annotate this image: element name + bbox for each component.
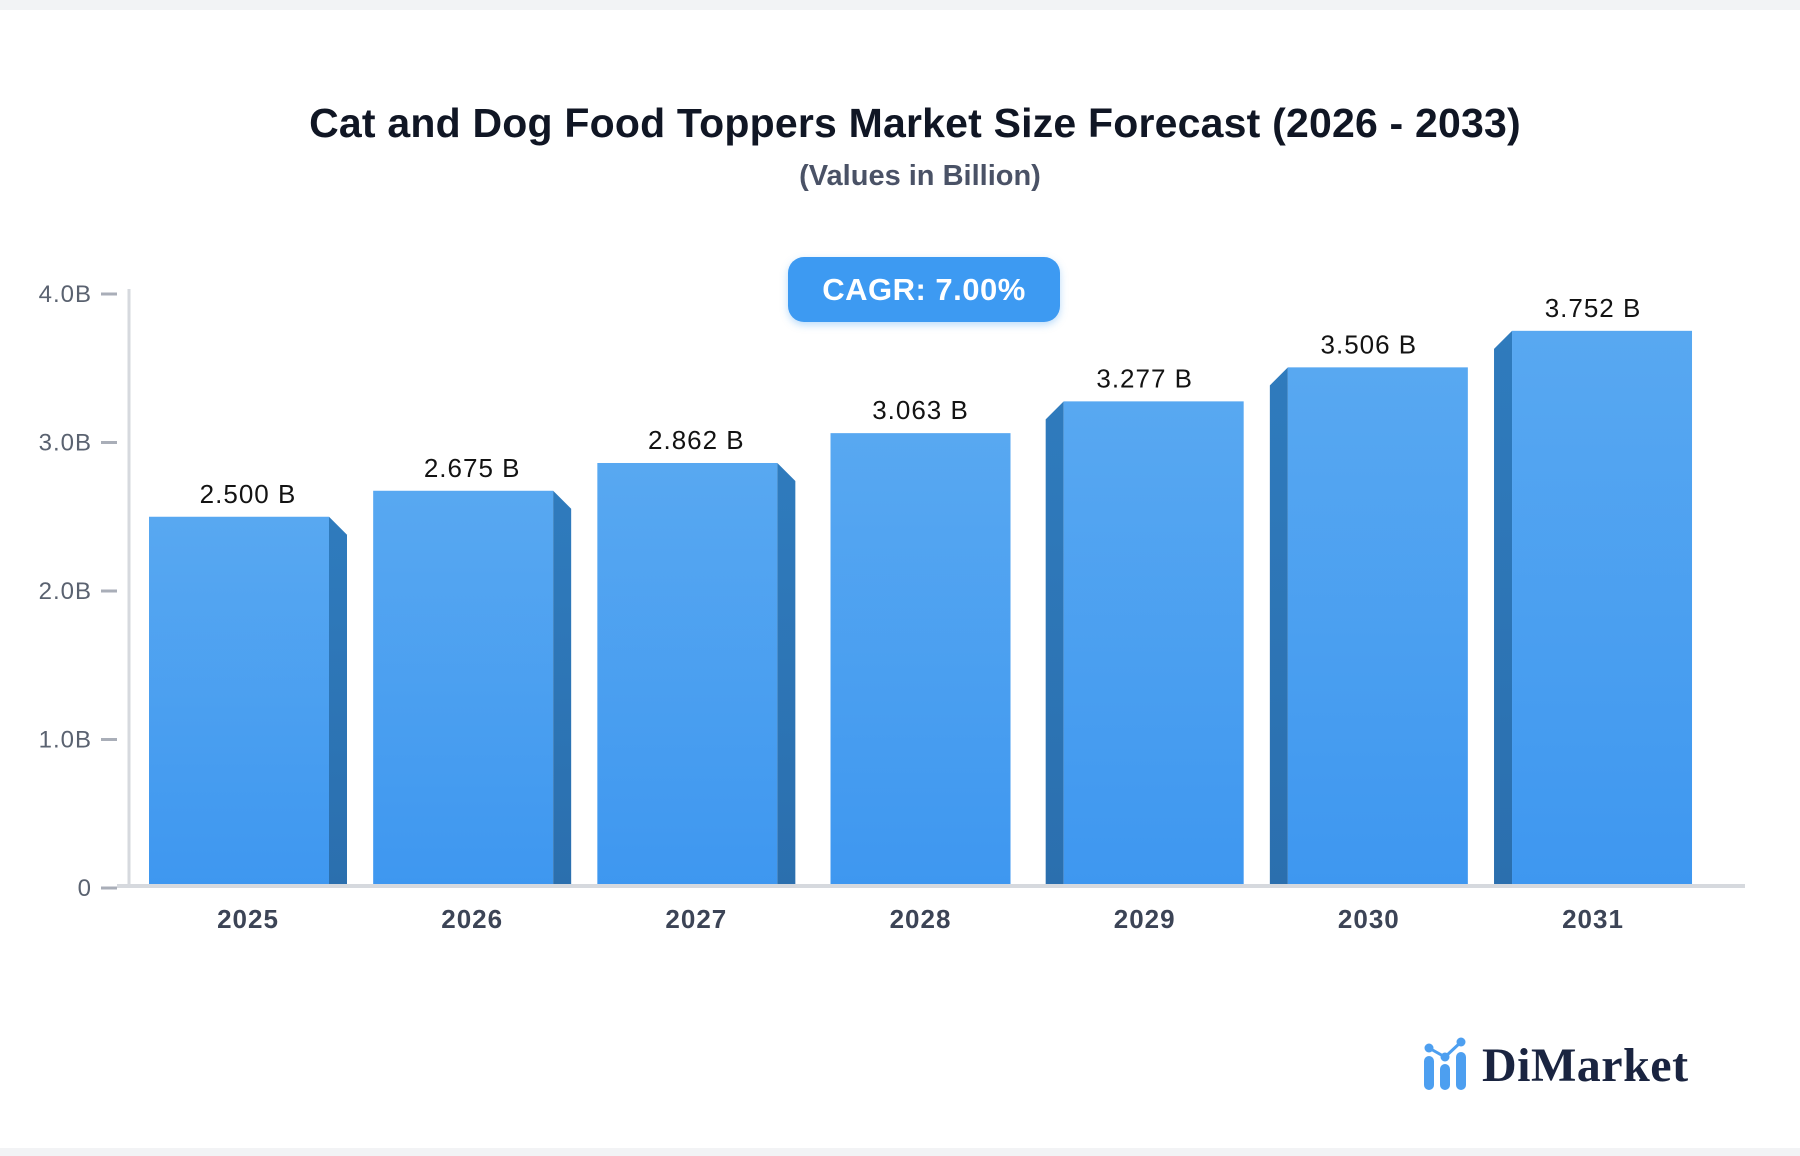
y-tick-mark bbox=[101, 589, 117, 593]
x-tick-label-2027: 2027 bbox=[665, 904, 727, 934]
x-tick-label-2029: 2029 bbox=[1114, 904, 1176, 934]
x-tick-label-2028: 2028 bbox=[890, 904, 952, 934]
x-tick-label-2030: 2030 bbox=[1338, 904, 1400, 934]
bar-chart-logo-icon bbox=[1424, 1037, 1466, 1090]
bar-2031[interactable] bbox=[1494, 330, 1693, 888]
bar-value-label: 3.277 B bbox=[1096, 363, 1193, 393]
bar-value-label: 2.675 B bbox=[424, 453, 521, 483]
chart-title: Cat and Dog Food Toppers Market Size For… bbox=[309, 100, 1521, 146]
logo-text: DiMarket bbox=[1482, 1039, 1689, 1092]
bar-2029[interactable] bbox=[1045, 401, 1244, 888]
y-tick-mark bbox=[101, 292, 117, 296]
bar-2028[interactable] bbox=[830, 433, 1011, 888]
bar-2027[interactable] bbox=[597, 462, 796, 888]
x-tick-label-2026: 2026 bbox=[441, 904, 503, 934]
x-tick-label-2031: 2031 bbox=[1562, 904, 1624, 934]
y-axis-line bbox=[127, 289, 131, 888]
bar-value-label: 3.506 B bbox=[1321, 329, 1418, 359]
bar-value-label: 3.752 B bbox=[1545, 293, 1642, 323]
bar-value-label: 2.862 B bbox=[648, 425, 745, 455]
bar-2026[interactable] bbox=[373, 490, 572, 888]
y-tick-mark bbox=[101, 738, 117, 741]
x-axis-line bbox=[117, 884, 1745, 888]
x-tick-label-2025: 2025 bbox=[217, 904, 279, 934]
y-tick-label-2.0B: 2.0B bbox=[39, 578, 92, 605]
y-tick-label-1.0B: 1.0B bbox=[39, 727, 92, 754]
bar-value-label: 2.500 B bbox=[200, 479, 297, 509]
y-tick-label-3.0B: 3.0B bbox=[39, 430, 92, 457]
cagr-badge: CAGR: 7.00% bbox=[788, 257, 1060, 322]
dimarket-logo: DiMarket bbox=[1422, 1036, 1689, 1090]
y-tick-label-0: 0 bbox=[78, 875, 92, 902]
bar-2030[interactable] bbox=[1269, 367, 1468, 888]
y-tick-mark bbox=[101, 441, 117, 444]
bar-2025[interactable] bbox=[149, 516, 347, 888]
y-tick-mark bbox=[101, 886, 117, 890]
chart-subtitle: (Values in Billion) bbox=[799, 160, 1041, 192]
bar-value-label: 3.063 B bbox=[872, 395, 969, 425]
y-tick-label-4.0B: 4.0B bbox=[39, 281, 92, 308]
cagr-badge-label: CAGR: 7.00% bbox=[822, 271, 1026, 307]
